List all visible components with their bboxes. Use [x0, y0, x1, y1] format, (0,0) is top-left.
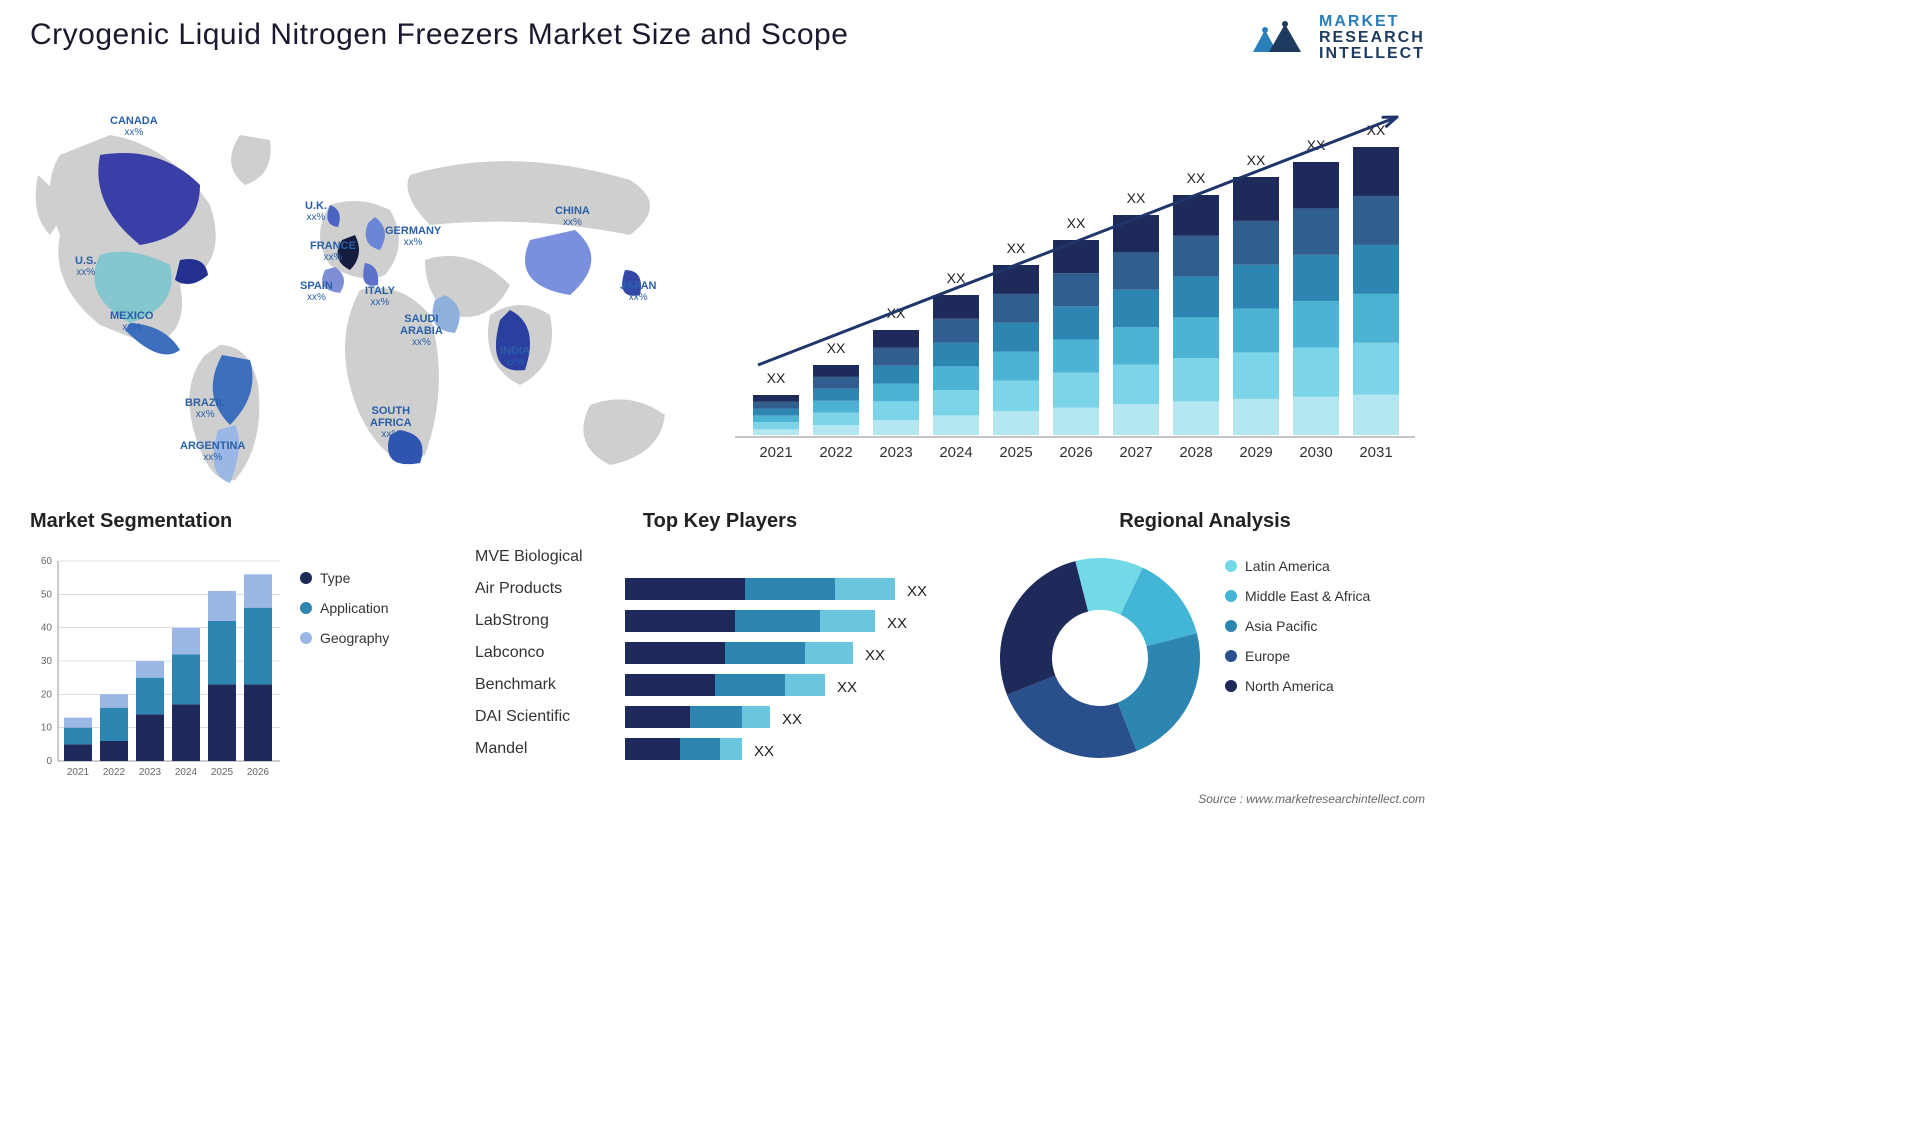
svg-text:XX: XX: [1187, 170, 1206, 186]
map-label: JAPANxx%: [620, 280, 656, 303]
svg-text:XX: XX: [865, 647, 885, 664]
svg-text:2025: 2025: [999, 444, 1032, 461]
legend-item: Latin America: [1225, 558, 1370, 574]
svg-text:XX: XX: [1007, 240, 1026, 256]
legend-item: North America: [1225, 678, 1370, 694]
player-name: LabStrong: [475, 605, 625, 637]
svg-text:50: 50: [41, 589, 53, 600]
brand-line1: MARKET: [1319, 14, 1425, 30]
svg-text:2026: 2026: [1059, 444, 1092, 461]
map-label: BRAZILxx%: [185, 397, 225, 420]
segmentation-legend: Type Application Geography: [300, 570, 389, 660]
market-size-chart: XX 2021 XX 2022 XX 2023 XX 2024 XX 2025 XX 2026 XX 20…: [735, 85, 1415, 470]
regional-panel: Regional Analysis Latin AmericaMiddle Ea…: [990, 510, 1420, 541]
svg-text:2023: 2023: [139, 767, 162, 778]
player-name: Labconco: [475, 637, 625, 669]
map-label: SOUTHAFRICAxx%: [370, 405, 412, 440]
key-players-chart: XXXXXXXXXXXX: [625, 541, 965, 771]
svg-text:XX: XX: [1247, 152, 1266, 168]
svg-text:XX: XX: [782, 711, 802, 728]
legend-item: Type: [300, 570, 389, 586]
player-name: Air Products: [475, 573, 625, 605]
page-title: Cryogenic Liquid Nitrogen Freezers Marke…: [30, 18, 848, 52]
regional-title: Regional Analysis: [990, 510, 1420, 533]
key-players-panel: Top Key Players MVE BiologicalAir Produc…: [475, 510, 965, 771]
player-name: Benchmark: [475, 669, 625, 701]
svg-text:2028: 2028: [1179, 444, 1212, 461]
map-label: INDIAxx%: [500, 345, 530, 368]
map-label: SAUDIARABIAxx%: [400, 313, 443, 348]
map-label: ITALYxx%: [365, 285, 395, 308]
legend-item: Europe: [1225, 648, 1370, 664]
key-player-names: MVE BiologicalAir ProductsLabStrongLabco…: [475, 541, 625, 771]
segmentation-panel: Market Segmentation 01020304050602021202…: [30, 510, 430, 541]
map-label: GERMANYxx%: [385, 225, 441, 248]
svg-text:20: 20: [41, 689, 53, 700]
svg-text:2021: 2021: [67, 767, 90, 778]
brand-mark-icon: [1249, 16, 1309, 60]
key-players-title: Top Key Players: [475, 510, 965, 533]
map-label: MEXICOxx%: [110, 310, 153, 333]
svg-text:XX: XX: [907, 583, 927, 600]
svg-text:2029: 2029: [1239, 444, 1272, 461]
svg-text:XX: XX: [1067, 215, 1086, 231]
legend-item: Asia Pacific: [1225, 618, 1370, 634]
svg-text:40: 40: [41, 623, 53, 634]
segmentation-title: Market Segmentation: [30, 510, 430, 533]
svg-text:2024: 2024: [175, 767, 198, 778]
map-label: ARGENTINAxx%: [180, 440, 245, 463]
svg-text:10: 10: [41, 723, 53, 734]
svg-text:2025: 2025: [211, 767, 234, 778]
map-label: CHINAxx%: [555, 205, 590, 228]
svg-text:60: 60: [41, 556, 53, 567]
svg-text:XX: XX: [837, 679, 857, 696]
player-name: DAI Scientific: [475, 701, 625, 733]
svg-text:2027: 2027: [1119, 444, 1152, 461]
brand-line2: RESEARCH: [1319, 30, 1425, 46]
svg-text:XX: XX: [767, 370, 786, 386]
svg-text:2023: 2023: [879, 444, 912, 461]
svg-text:2030: 2030: [1299, 444, 1332, 461]
legend-item: Middle East & Africa: [1225, 588, 1370, 604]
svg-text:XX: XX: [947, 270, 966, 286]
svg-text:0: 0: [46, 756, 52, 767]
brand-logo: MARKET RESEARCH INTELLECT: [1249, 14, 1425, 62]
svg-text:2024: 2024: [939, 444, 972, 461]
player-name: MVE Biological: [475, 541, 625, 573]
svg-text:2026: 2026: [247, 767, 270, 778]
world-map: CANADAxx% U.S.xx% MEXICOxx% BRAZILxx% ARGENT…: [30, 85, 690, 495]
map-label: FRANCExx%: [310, 240, 356, 263]
svg-text:XX: XX: [827, 340, 846, 356]
legend-item: Geography: [300, 630, 389, 646]
player-name: Mandel: [475, 733, 625, 765]
map-label: CANADAxx%: [110, 115, 158, 138]
map-label: U.S.xx%: [75, 255, 96, 278]
regional-legend: Latin America Middle East & Africa Asia Pa…: [1225, 558, 1370, 708]
svg-text:XX: XX: [1127, 190, 1146, 206]
svg-text:2021: 2021: [759, 444, 792, 461]
svg-text:XX: XX: [887, 615, 907, 632]
svg-text:XX: XX: [754, 743, 774, 760]
svg-text:2022: 2022: [819, 444, 852, 461]
svg-text:2031: 2031: [1359, 444, 1392, 461]
source-line: Source : www.marketresearchintellect.com: [1198, 792, 1425, 806]
legend-item: Application: [300, 600, 389, 616]
svg-text:2022: 2022: [103, 767, 126, 778]
map-label: U.K.xx%: [305, 200, 327, 223]
brand-line3: INTELLECT: [1319, 46, 1425, 62]
regional-donut-chart: [990, 546, 1210, 766]
map-label: SPAINxx%: [300, 280, 333, 303]
svg-text:30: 30: [41, 656, 53, 667]
